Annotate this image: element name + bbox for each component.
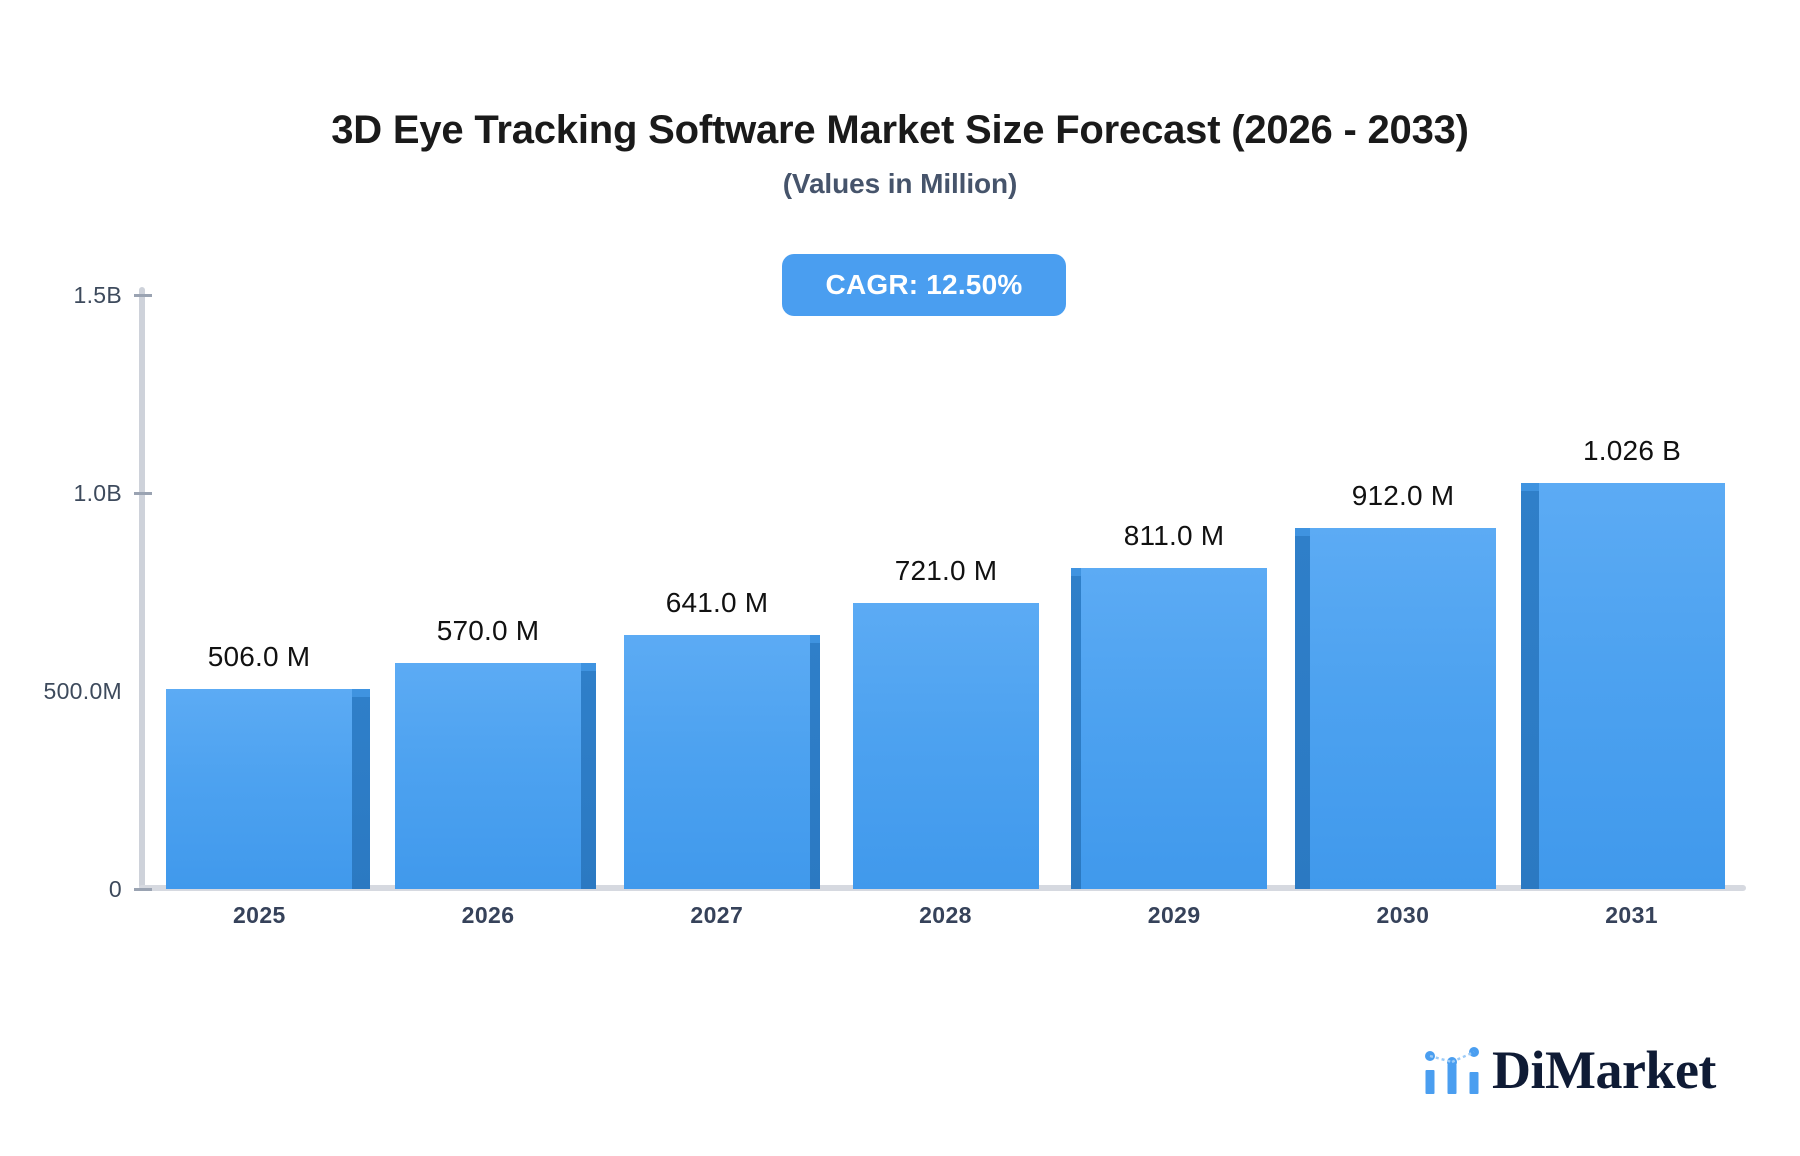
x-axis-label: 2028 (919, 902, 972, 928)
bar-side-face (810, 643, 820, 889)
x-axis-label: 2029 (1147, 902, 1201, 928)
x-axis-label: 2031 (1605, 902, 1659, 928)
page-title: 3D Eye Tracking Software Market Size For… (331, 108, 1469, 152)
bar-face (1081, 568, 1267, 889)
bar-face (624, 635, 810, 889)
y-axis-tick: 1.0B (12, 479, 152, 507)
cagr-badge-label: CAGR: 12.50% (825, 269, 1023, 300)
brand-logo: DiMarket (1424, 1042, 1716, 1098)
bar[interactable] (395, 663, 596, 889)
y-axis-tick-mark (134, 888, 152, 891)
bar-value-label: 721.0 M (894, 555, 998, 586)
bar-side-face (1521, 491, 1539, 889)
bar[interactable] (624, 635, 820, 889)
bar-top-bevel (1295, 528, 1310, 536)
y-axis-tick: 1.5B (12, 281, 152, 309)
x-axis-label: 2030 (1376, 902, 1430, 928)
bar-side-face (1071, 576, 1081, 889)
bar-face (853, 603, 1039, 889)
bar-value-label: 570.0 M (436, 615, 540, 646)
bar-side-face (352, 697, 370, 889)
bar-value-label: 811.0 M (1123, 520, 1225, 551)
y-axis-tick-label: 1.0B (73, 479, 122, 506)
bar-side-face (1295, 536, 1310, 889)
bar[interactable] (853, 603, 1039, 889)
brand-name: DiMarket (1492, 1040, 1716, 1100)
bar[interactable] (1071, 568, 1267, 889)
bar-value-label: 506.0 M (207, 641, 311, 672)
cagr-badge: CAGR: 12.50% (782, 254, 1066, 316)
bar-top-bevel (1521, 483, 1539, 491)
bar-face (1310, 528, 1496, 889)
bar[interactable] (166, 689, 370, 889)
page-subtitle: (Values in Million) (782, 168, 1018, 199)
bar-face (395, 663, 581, 889)
y-axis-tick: 500.0M (12, 677, 122, 705)
y-axis-tick-label: 0 (108, 875, 122, 902)
bar-top-bevel (810, 635, 820, 643)
bar-value-label: 912.0 M (1351, 480, 1455, 511)
x-axis-label: 2025 (232, 902, 286, 928)
bar-top-bevel (581, 663, 596, 671)
bar-face (166, 689, 352, 889)
bar[interactable] (1521, 483, 1725, 889)
bar-value-label: 641.0 M (665, 587, 769, 618)
bar-side-face (581, 671, 596, 889)
bar[interactable] (1295, 528, 1496, 889)
y-axis-tick-mark (134, 492, 152, 495)
bar-face (1539, 483, 1725, 889)
y-axis-line (139, 287, 145, 889)
y-axis-tick: 0 (12, 875, 152, 903)
bar-chart-icon (1425, 1047, 1479, 1094)
x-axis-label: 2026 (461, 902, 515, 928)
bar-value-label: 1.026 B (1583, 435, 1681, 466)
y-axis-tick-label: 1.5B (73, 281, 122, 308)
bar-top-bevel (352, 689, 370, 697)
bar-top-bevel (1071, 568, 1081, 576)
x-axis-label: 2027 (690, 902, 744, 928)
y-axis-tick-label: 500.0M (43, 677, 122, 704)
y-axis-tick-mark (134, 294, 152, 297)
